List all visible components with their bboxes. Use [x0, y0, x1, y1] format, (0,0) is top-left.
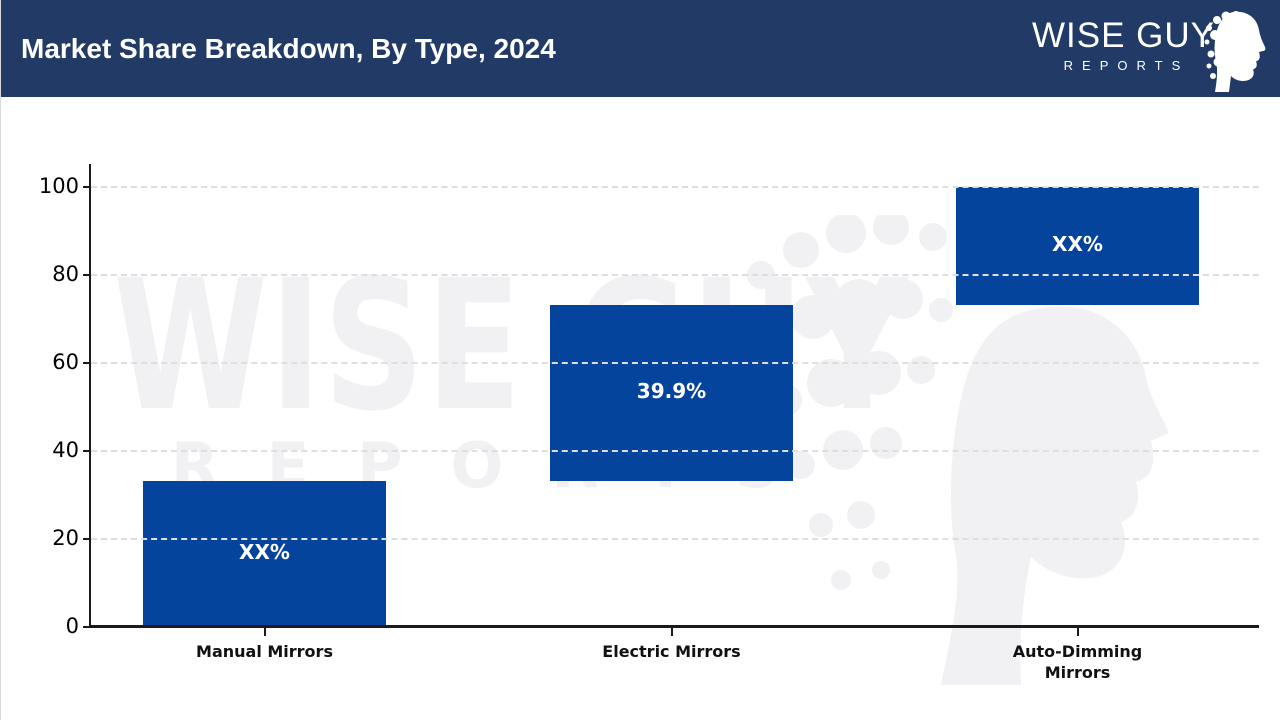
y-tick	[83, 273, 91, 276]
category-label: Auto-Dimming Mirrors	[1012, 641, 1143, 683]
bar-1	[143, 480, 386, 627]
y-tick-label: 20	[52, 525, 79, 550]
header-bar: Market Share Breakdown, By Type, 2024 WI…	[1, 0, 1280, 97]
y-tick-label: 60	[52, 349, 79, 374]
watermark-head-icon	[747, 215, 1169, 685]
x-tick	[1076, 628, 1079, 636]
y-tick-label: 0	[65, 613, 79, 638]
page-title: Market Share Breakdown, By Type, 2024	[21, 32, 556, 64]
plot-area: 0 20 40 60 80 100 XX% 39.9% XX% Manual Mirrors Ele…	[1, 97, 1280, 720]
logo-text: WISE GUY REPORTS	[1032, 18, 1215, 73]
y-tick	[83, 449, 91, 452]
bar-value-label: 39.9%	[636, 378, 707, 403]
x-tick	[263, 628, 266, 636]
y-tick-label: 40	[52, 437, 79, 462]
logo-subtitle: REPORTS	[1063, 58, 1190, 73]
x-axis	[91, 625, 1259, 628]
y-tick-label: 100	[38, 174, 79, 198]
chart-area: WISE GUY REPORTS 0 20 40 60 80 100 XX% 39.9% XX%…	[1, 97, 1280, 720]
y-tick-label: 80	[52, 261, 79, 286]
gridline-20	[91, 537, 1259, 540]
gridline-100	[91, 186, 1259, 188]
gridline-80	[91, 273, 1259, 276]
y-tick	[83, 361, 91, 364]
logo-wordmark: WISE GUY	[1031, 16, 1215, 55]
gridline-60	[91, 361, 1259, 364]
gridline-40	[91, 449, 1259, 452]
category-label: Manual Mirrors	[196, 641, 333, 661]
y-tick	[83, 625, 91, 628]
x-tick	[670, 628, 673, 636]
bar-3	[956, 187, 1199, 306]
bar-value-label: XX%	[1052, 232, 1103, 257]
logo-head-icon	[1204, 11, 1266, 92]
y-tick	[83, 537, 91, 540]
wise-guy-logo: WISE GUY REPORTS	[1032, 8, 1267, 92]
bar-value-label: XX%	[239, 539, 290, 564]
category-label: Electric Mirrors	[602, 641, 741, 661]
y-axis	[89, 164, 91, 628]
y-tick	[83, 186, 91, 188]
